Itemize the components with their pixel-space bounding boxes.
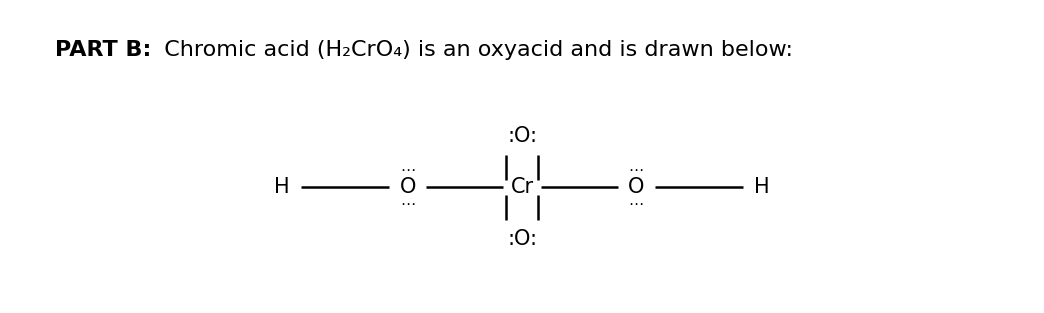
Text: ⋯: ⋯ [628, 197, 644, 212]
Text: :O:: :O: [507, 229, 537, 249]
Text: :O:: :O: [507, 126, 537, 146]
Text: H: H [275, 177, 290, 197]
Text: O: O [400, 177, 416, 197]
Text: ⋯: ⋯ [400, 163, 416, 178]
Text: H: H [754, 177, 769, 197]
Text: ⋯: ⋯ [400, 197, 416, 212]
Text: Chromic acid (H₂CrO₄) is an oxyacid and is drawn below:: Chromic acid (H₂CrO₄) is an oxyacid and … [150, 40, 793, 60]
Text: O: O [628, 177, 644, 197]
Text: Cr: Cr [511, 177, 533, 197]
Text: ⋯: ⋯ [628, 163, 644, 178]
Text: PART B:: PART B: [54, 40, 151, 60]
